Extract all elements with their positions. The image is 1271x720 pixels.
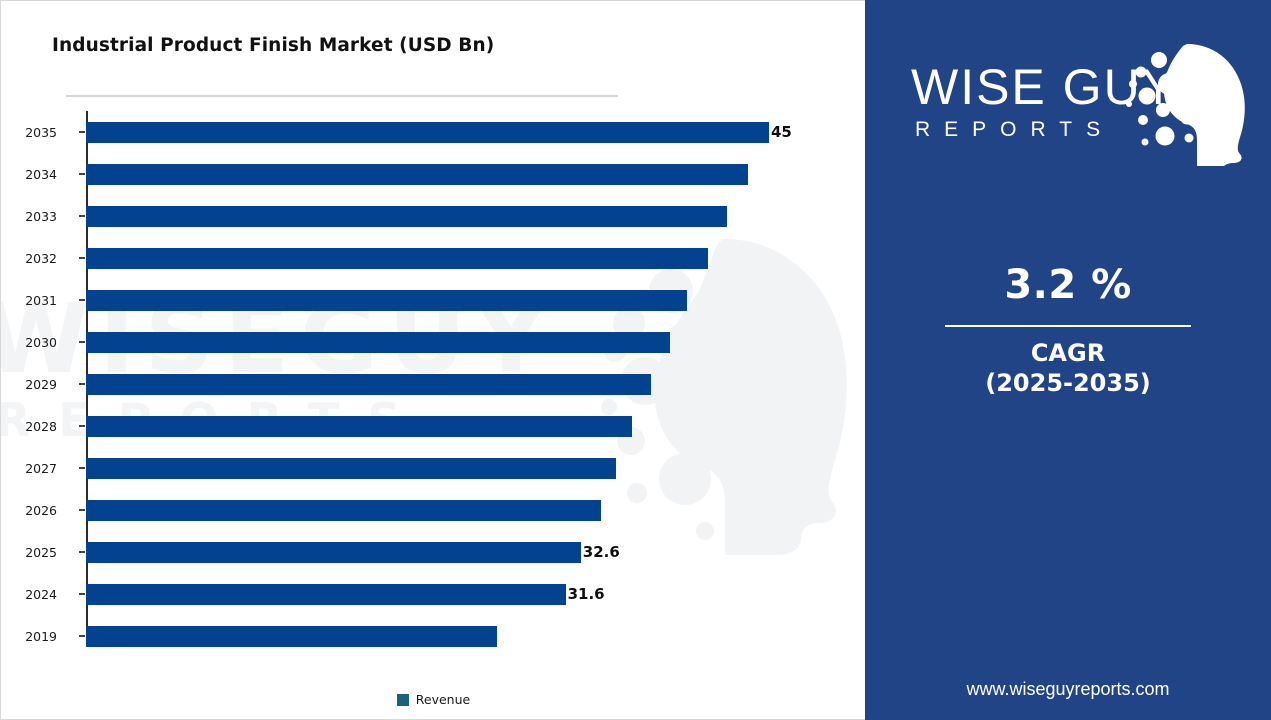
y-axis-tick-mark: [79, 257, 85, 259]
brand-panel: WISE GUY REPORTS 3.2 % CAGR (2025-2035): [865, 0, 1271, 720]
bar-2030: [86, 331, 671, 353]
logo-secondary-text: REPORTS: [915, 118, 1115, 141]
bar-2033: [86, 205, 727, 227]
y-axis-tick-label: 2035: [25, 124, 57, 140]
bar-2026: [86, 499, 601, 521]
bar-value-label: 45: [771, 123, 792, 141]
cagr-divider: [945, 325, 1191, 327]
y-axis-tick-mark: [79, 425, 85, 427]
y-axis-tick-label: 2028: [25, 418, 57, 434]
bar-2034: [86, 163, 748, 185]
y-axis-tick-mark: [79, 299, 85, 301]
website-url: www.wiseguyreports.com: [966, 679, 1170, 699]
bar-2025: [86, 541, 581, 563]
logo-head-icon: [1126, 44, 1245, 166]
bar-row: 2024 31.6: [1, 573, 865, 615]
cagr-label-line1: CAGR: [1030, 339, 1106, 367]
bar-2019: [86, 625, 498, 647]
bar-2032: [86, 247, 709, 269]
bar-row: 2028: [1, 405, 865, 447]
bar-row: 2029: [1, 363, 865, 405]
bar-row: 2031: [1, 279, 865, 321]
bar-value-label: 32.6: [582, 543, 620, 561]
y-axis-tick-label: 2032: [25, 250, 57, 266]
title-divider: [66, 95, 618, 97]
bar-row: 2030: [1, 321, 865, 363]
y-axis-tick-mark: [79, 551, 85, 553]
bar-row: 2019: [1, 615, 865, 657]
legend-swatch-revenue: [396, 693, 409, 706]
bar-2035: [86, 121, 769, 143]
y-axis-tick-label: 2024: [25, 586, 57, 602]
y-axis-tick-label: 2026: [25, 502, 57, 518]
y-axis-tick-mark: [79, 341, 85, 343]
bar-row: 2026: [1, 489, 865, 531]
bar-row: 2027: [1, 447, 865, 489]
y-axis-tick-label: 2033: [25, 208, 57, 224]
y-axis-tick-mark: [79, 635, 85, 637]
cagr-label: CAGR (2025-2035): [865, 339, 1271, 398]
bar-value-label: 31.6: [567, 585, 605, 603]
chart-panel: WISEGUY REPORTS Industrial Product Finis…: [0, 0, 865, 720]
y-axis-tick-mark: [79, 509, 85, 511]
y-axis-tick-mark: [79, 383, 85, 385]
y-axis-tick-label: 2027: [25, 460, 57, 476]
y-axis-tick-label: 2034: [25, 166, 57, 182]
bar-row: 2035 45: [1, 111, 865, 153]
bar-2024: [86, 583, 566, 605]
bar-row: 2033: [1, 195, 865, 237]
y-axis-tick-label: 2025: [25, 544, 57, 560]
bar-chart-plot-area: 2035 45 2034 2033 2032 2031 2030 2029 2028 2027 20…: [1, 111, 865, 647]
bar-row: 2025 32.6: [1, 531, 865, 573]
y-axis-tick-mark: [79, 467, 85, 469]
y-axis-tick-label: 2019: [25, 628, 57, 644]
y-axis-tick-label: 2030: [25, 334, 57, 350]
bar-2029: [86, 373, 651, 395]
cagr-value: 3.2 %: [1004, 262, 1132, 308]
y-axis-tick-mark: [79, 131, 85, 133]
wiseguy-reports-logo: WISE GUY REPORTS: [893, 36, 1249, 168]
bar-2031: [86, 289, 688, 311]
bar-row: 2034: [1, 153, 865, 195]
cagr-label-line2: (2025-2035): [985, 368, 1151, 397]
bar-2027: [86, 457, 616, 479]
y-axis-tick-label: 2029: [25, 376, 57, 392]
y-axis-tick-label: 2031: [25, 292, 57, 308]
y-axis-tick-mark: [79, 215, 85, 217]
chart-title: Industrial Product Finish Market (USD Bn…: [52, 35, 495, 56]
y-axis-tick-mark: [79, 173, 85, 175]
bar-row: 2032: [1, 237, 865, 279]
y-axis-tick-mark: [79, 593, 85, 595]
chart-legend: Revenue: [1, 692, 865, 707]
legend-label-revenue: Revenue: [415, 692, 471, 707]
bar-2028: [86, 415, 633, 437]
